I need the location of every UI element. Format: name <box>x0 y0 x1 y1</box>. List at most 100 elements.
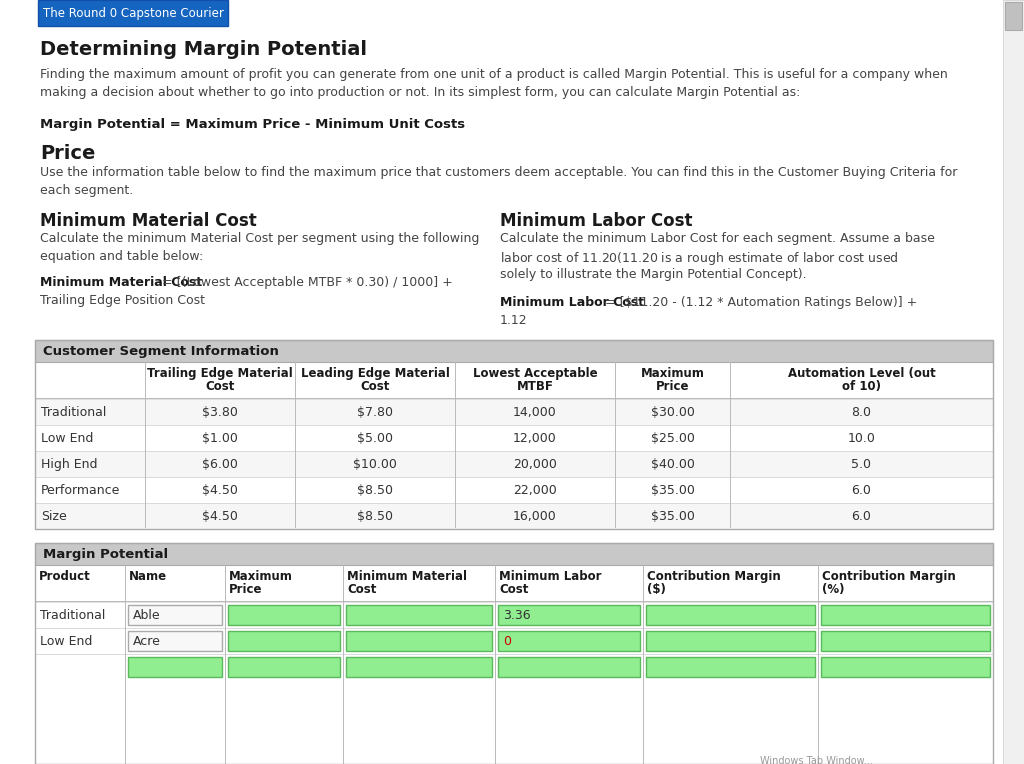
Bar <box>821 657 990 677</box>
Text: Low End: Low End <box>40 635 92 648</box>
Bar <box>35 602 993 628</box>
Text: = [(Lowest Acceptable MTBF * 0.30) / 1000] +: = [(Lowest Acceptable MTBF * 0.30) / 100… <box>158 276 453 289</box>
Text: each segment.: each segment. <box>40 184 133 197</box>
Text: The Round 0 Capstone Courier: The Round 0 Capstone Courier <box>43 7 223 20</box>
Text: Minimum Material: Minimum Material <box>347 570 467 583</box>
Bar <box>35 565 993 601</box>
Text: $35.00: $35.00 <box>650 510 694 523</box>
Text: 6.0: 6.0 <box>852 510 871 523</box>
Bar <box>346 657 492 677</box>
Bar <box>228 605 340 625</box>
Text: Price: Price <box>40 144 95 163</box>
Text: $5.00: $5.00 <box>357 432 393 445</box>
Text: Calculate the minimum Labor Cost for each segment. Assume a base: Calculate the minimum Labor Cost for eac… <box>500 232 935 245</box>
Text: Traditional: Traditional <box>40 609 105 622</box>
Bar <box>646 605 815 625</box>
Bar <box>346 631 492 651</box>
Text: Trailing Edge Position Cost: Trailing Edge Position Cost <box>40 294 205 307</box>
Bar <box>228 631 340 651</box>
Text: $40.00: $40.00 <box>650 458 694 471</box>
Bar <box>35 477 993 503</box>
Text: Leading Edge Material: Leading Edge Material <box>301 367 450 380</box>
Bar <box>35 451 993 477</box>
Text: Price: Price <box>655 380 689 393</box>
Text: $35.00: $35.00 <box>650 484 694 497</box>
Text: Trailing Edge Material: Trailing Edge Material <box>147 367 293 380</box>
Text: Minimum Material Cost: Minimum Material Cost <box>40 212 257 230</box>
Text: Cost: Cost <box>499 583 528 596</box>
Text: Minimum Labor Cost: Minimum Labor Cost <box>500 212 692 230</box>
Text: making a decision about whether to go into production or not. In its simplest fo: making a decision about whether to go in… <box>40 86 801 99</box>
Text: 14,000: 14,000 <box>513 406 557 419</box>
Text: 20,000: 20,000 <box>513 458 557 471</box>
Bar <box>35 543 993 764</box>
Bar <box>346 605 492 625</box>
Text: Automation Level (out: Automation Level (out <box>787 367 935 380</box>
Text: of 10): of 10) <box>842 380 881 393</box>
Text: Name: Name <box>129 570 167 583</box>
Bar <box>646 631 815 651</box>
Text: 0: 0 <box>503 635 511 648</box>
Bar <box>1005 2 1022 30</box>
Text: $4.50: $4.50 <box>202 484 238 497</box>
Text: 5.0: 5.0 <box>852 458 871 471</box>
Text: 8.0: 8.0 <box>852 406 871 419</box>
Bar <box>35 340 993 362</box>
Text: $4.50: $4.50 <box>202 510 238 523</box>
Text: ($): ($) <box>647 583 666 596</box>
Bar <box>498 631 640 651</box>
Text: Use the information table below to find the maximum price that customers deem ac: Use the information table below to find … <box>40 166 957 179</box>
Bar <box>38 0 228 26</box>
Text: 12,000: 12,000 <box>513 432 557 445</box>
Text: Maximum: Maximum <box>641 367 705 380</box>
Text: Determining Margin Potential: Determining Margin Potential <box>40 40 367 59</box>
Bar <box>228 657 340 677</box>
Text: Price: Price <box>229 583 262 596</box>
Text: = [$11.20 - (1.12 * Automation Ratings Below)] +: = [$11.20 - (1.12 * Automation Ratings B… <box>601 296 918 309</box>
Bar <box>498 605 640 625</box>
Text: 3.36: 3.36 <box>503 609 530 622</box>
Text: Minimum Material Cost: Minimum Material Cost <box>40 276 202 289</box>
Text: $8.50: $8.50 <box>357 484 393 497</box>
Text: solely to illustrate the Margin Potential Concept).: solely to illustrate the Margin Potentia… <box>500 268 807 281</box>
Text: equation and table below:: equation and table below: <box>40 250 203 263</box>
Bar <box>35 543 993 565</box>
Text: Minimum Labor Cost: Minimum Labor Cost <box>500 296 644 309</box>
Text: $30.00: $30.00 <box>650 406 694 419</box>
Bar <box>35 398 993 399</box>
Bar <box>128 657 222 677</box>
Text: Margin Potential = Maximum Price - Minimum Unit Costs: Margin Potential = Maximum Price - Minim… <box>40 118 465 131</box>
Bar <box>35 601 993 602</box>
Bar <box>821 605 990 625</box>
Text: Calculate the minimum Material Cost per segment using the following: Calculate the minimum Material Cost per … <box>40 232 479 245</box>
Text: Contribution Margin: Contribution Margin <box>822 570 955 583</box>
Text: 6.0: 6.0 <box>852 484 871 497</box>
Bar <box>35 399 993 425</box>
Bar <box>128 631 222 651</box>
Bar <box>35 654 993 764</box>
Text: Low End: Low End <box>41 432 93 445</box>
Text: Maximum: Maximum <box>229 570 293 583</box>
Text: Lowest Acceptable: Lowest Acceptable <box>473 367 597 380</box>
Text: Acre: Acre <box>133 635 161 648</box>
Text: (%): (%) <box>822 583 845 596</box>
Bar <box>35 362 993 398</box>
Text: Customer Segment Information: Customer Segment Information <box>43 345 279 358</box>
Text: Able: Able <box>133 609 161 622</box>
Bar <box>35 503 993 529</box>
Text: Finding the maximum amount of profit you can generate from one unit of a product: Finding the maximum amount of profit you… <box>40 68 948 81</box>
Bar <box>1002 0 1024 764</box>
Text: Minimum Labor: Minimum Labor <box>499 570 601 583</box>
Bar <box>498 657 640 677</box>
Text: labor cost of $11.20 ($11.20 is a rough estimate of labor cost used: labor cost of $11.20 ($11.20 is a rough … <box>500 250 899 267</box>
Text: Cost: Cost <box>360 380 390 393</box>
Text: 22,000: 22,000 <box>513 484 557 497</box>
Text: Traditional: Traditional <box>41 406 106 419</box>
Text: 1.12: 1.12 <box>500 314 527 327</box>
Text: 10.0: 10.0 <box>848 432 876 445</box>
Text: High End: High End <box>41 458 97 471</box>
Text: Product: Product <box>39 570 91 583</box>
Text: Size: Size <box>41 510 67 523</box>
Bar <box>821 631 990 651</box>
Text: $1.00: $1.00 <box>202 432 238 445</box>
